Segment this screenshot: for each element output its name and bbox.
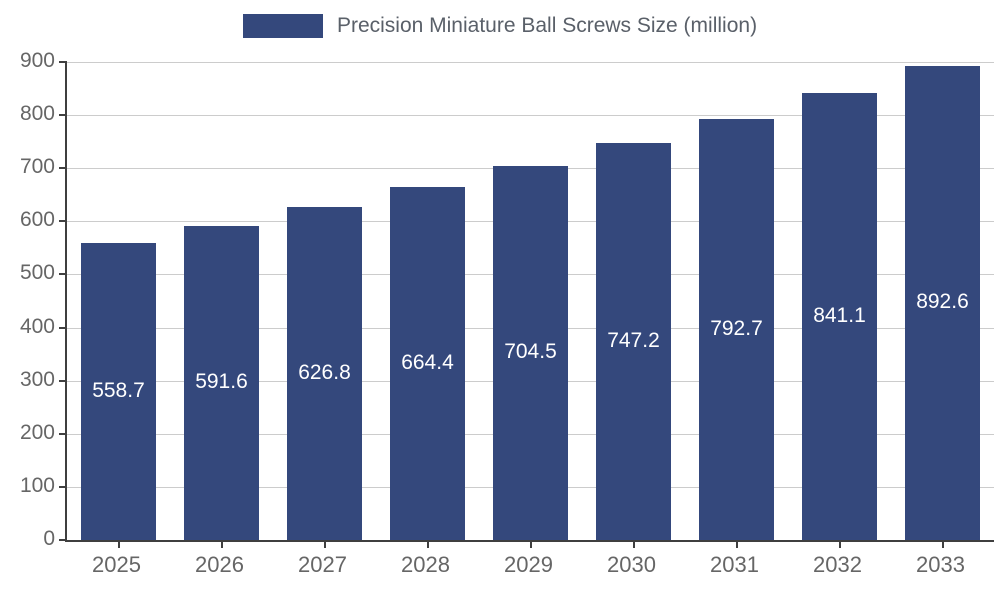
y-axis-tick: [59, 539, 67, 541]
y-axis-tick: [59, 114, 67, 117]
chart-legend: Precision Miniature Ball Screws Size (mi…: [0, 14, 1000, 38]
bar-value-label: 892.6: [916, 289, 969, 313]
x-tick-label: 2026: [195, 552, 244, 577]
bar-2028: 664.4: [390, 187, 465, 540]
x-axis-tick: [323, 540, 326, 548]
y-axis-tick: [59, 485, 67, 488]
y-tick-label: 500: [19, 261, 55, 285]
x-tick-label: 2027: [298, 552, 347, 577]
y-axis-tick: [59, 167, 67, 170]
bar-2032: 841.1: [802, 93, 877, 540]
bar-2031: 792.7: [699, 119, 774, 540]
x-tick-label: 2032: [813, 552, 862, 577]
x-axis-tick: [941, 540, 944, 548]
gridline: [67, 115, 994, 117]
x-axis-tick: [220, 540, 223, 548]
gridline: [67, 62, 994, 63]
bar-2033: 892.6: [905, 65, 980, 540]
bar-value-label: 841.1: [813, 303, 866, 327]
y-tick-label: 800: [19, 102, 55, 126]
y-tick-label: 700: [19, 155, 55, 179]
y-tick-label: 0: [43, 527, 55, 550]
y-tick-label: 600: [19, 208, 55, 232]
x-axis-tick: [735, 540, 738, 548]
y-axis-tick: [59, 326, 67, 329]
x-tick-label: 2025: [92, 552, 141, 577]
y-axis-tick: [59, 432, 67, 435]
x-axis-tick: [838, 540, 841, 548]
bar-2030: 747.2: [596, 143, 671, 540]
y-axis-tick: [59, 61, 67, 63]
bar-value-label: 591.6: [195, 369, 248, 393]
x-axis-tick: [529, 540, 532, 548]
x-axis-tick: [117, 540, 120, 548]
y-tick-label: 300: [19, 367, 55, 391]
x-axis-tick: [632, 540, 635, 548]
bar-2025: 558.7: [81, 243, 156, 540]
x-tick-label: 2028: [401, 552, 450, 577]
legend-label: Precision Miniature Ball Screws Size (mi…: [336, 14, 758, 37]
x-tick-label: 2029: [504, 552, 553, 577]
bar-value-label: 792.7: [710, 316, 763, 340]
x-tick-label: 2033: [916, 552, 965, 577]
y-tick-label: 400: [19, 314, 55, 338]
plot-area: 558.7 591.6 626.8 664.4 704.5 747.2 792.7 841.1…: [59, 61, 994, 548]
bar-2029: 704.5: [493, 165, 568, 540]
bar-value-label: 704.5: [504, 339, 557, 363]
x-tick-label: 2030: [607, 552, 656, 577]
bar-value-label: 664.4: [401, 350, 454, 374]
y-tick-label: 100: [19, 473, 55, 497]
x-axis-tick: [426, 540, 429, 548]
bar-value-label: 558.7: [92, 378, 145, 402]
y-axis-tick: [59, 379, 67, 382]
y-axis-tick: [59, 220, 67, 223]
bar-value-label: 747.2: [607, 328, 660, 352]
legend-swatch: [242, 14, 323, 38]
bar-value-label: 626.8: [298, 360, 351, 384]
y-tick-label: 900: [19, 49, 55, 72]
y-tick-label: 200: [19, 420, 55, 444]
bar-2026: 591.6: [184, 225, 259, 540]
bar-2027: 626.8: [287, 207, 362, 540]
x-tick-label: 2031: [710, 552, 759, 577]
y-axis-tick: [59, 273, 67, 276]
